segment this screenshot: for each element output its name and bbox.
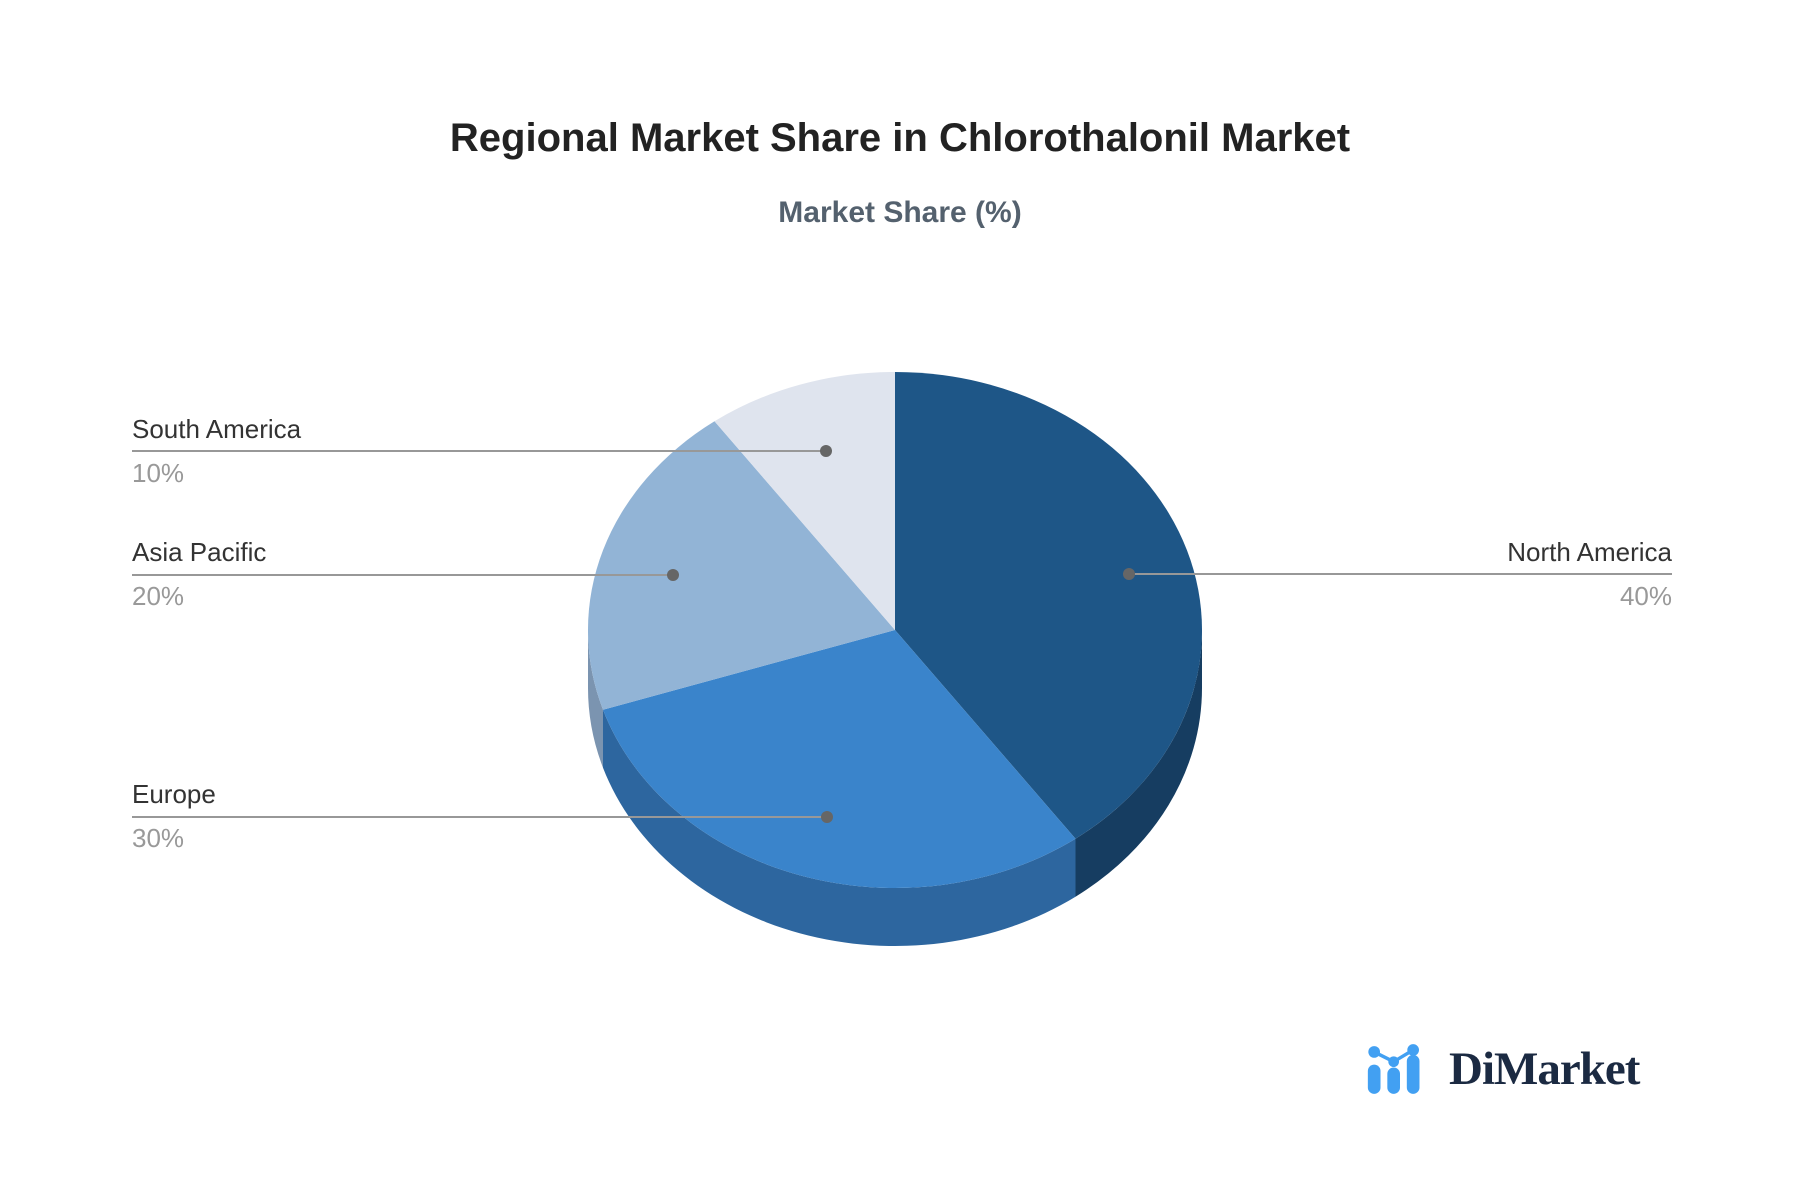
- dimarket-logo-icon: [1367, 1044, 1420, 1094]
- pie-slice-europe[interactable]: [603, 630, 1076, 889]
- slice-value: 20%: [132, 581, 185, 611]
- slice-label-europe: Europe 30%: [132, 780, 216, 852]
- slice-label-south-america: South America 10%: [132, 415, 301, 487]
- dimarket-watermark: DiMarket: [1362, 1042, 1640, 1095]
- slice-value: 30%: [132, 823, 185, 853]
- slice-name: Europe: [132, 779, 216, 809]
- connector-dot-europe: [821, 811, 833, 823]
- brand-name: DiMarket: [1449, 1043, 1640, 1095]
- chart-subtitle: Market Share (%): [778, 196, 1022, 229]
- pie-slice-side-north-america: [1075, 630, 1202, 897]
- slice-name: North America: [1507, 537, 1672, 567]
- pie-slice-north-america[interactable]: [895, 372, 1203, 839]
- pie-slice-asia-pacific[interactable]: [587, 421, 895, 710]
- slice-label-north-america: North America 40%: [1507, 538, 1672, 610]
- connector-dot-asia-pacific: [667, 569, 679, 581]
- pie-slice-side-asia-pacific: [588, 630, 603, 768]
- chart-title: Regional Market Share in Chlorothalonil …: [449, 116, 1351, 160]
- pie-slice-south-america[interactable]: [714, 372, 896, 630]
- connector-dot-north-america: [1123, 568, 1135, 580]
- slice-value: 40%: [1619, 581, 1672, 611]
- pie-slice-side-europe: [603, 709, 1076, 947]
- connector-dot-south-america: [820, 445, 832, 457]
- slice-value: 10%: [132, 458, 185, 488]
- slice-name: Asia Pacific: [132, 537, 267, 567]
- slice-label-asia-pacific: Asia Pacific 20%: [132, 538, 266, 610]
- slice-name: South America: [132, 414, 302, 444]
